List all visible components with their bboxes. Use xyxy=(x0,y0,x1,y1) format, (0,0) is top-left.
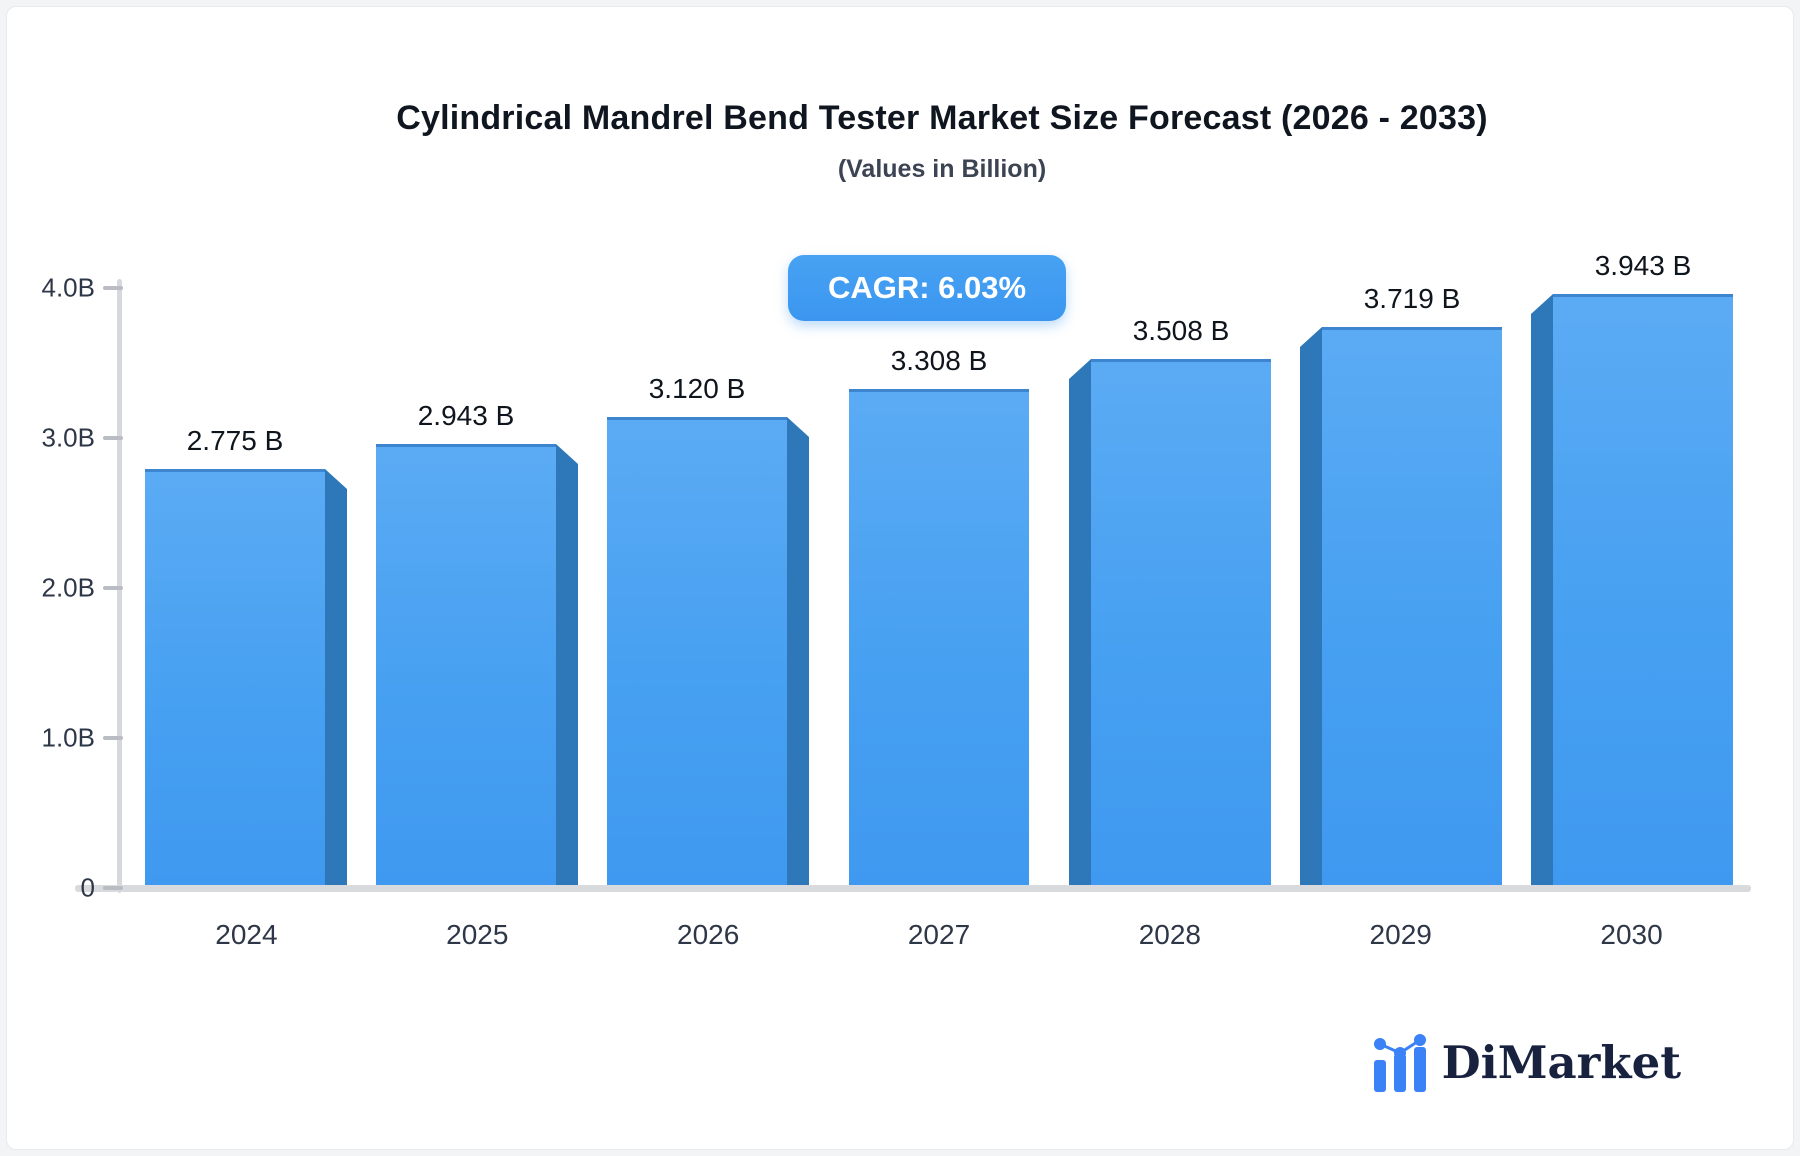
bar-front[interactable] xyxy=(1091,359,1271,885)
bar-side xyxy=(1300,327,1322,885)
bar-front[interactable] xyxy=(1322,327,1502,885)
bar-value-label: 3.120 B xyxy=(648,373,746,404)
chart-title: Cylindrical Mandrel Bend Tester Market S… xyxy=(396,99,1488,137)
bar-value-label: 3.308 B xyxy=(890,345,988,376)
bar-front[interactable] xyxy=(1553,294,1733,885)
y-tick-dash xyxy=(103,286,123,290)
bar-side xyxy=(325,469,347,885)
y-tick-dash xyxy=(103,886,123,890)
cagr-badge: CAGR: 6.03% xyxy=(788,255,1066,321)
bar-value-label: 2.775 B xyxy=(186,425,284,456)
cagr-badge-label: CAGR: 6.03% xyxy=(827,270,1027,305)
bar-value-label: 3.508 B xyxy=(1132,315,1230,346)
bar-value-label: 3.719 B xyxy=(1363,283,1461,314)
x-tick-label: 2024 xyxy=(215,919,278,950)
chart-subtitle: (Values in Billion) xyxy=(837,155,1047,183)
y-tick-dash xyxy=(103,586,123,590)
x-tick-label: 2030 xyxy=(1600,919,1663,950)
bar-group[interactable]: 3.308 B xyxy=(849,329,1029,885)
bar-side xyxy=(1069,359,1091,885)
y-tick-dash xyxy=(103,736,123,740)
bar-front[interactable] xyxy=(145,469,325,885)
y-tick-label: 2.0B xyxy=(41,572,96,603)
x-tick-label: 2026 xyxy=(676,919,740,950)
bar-front[interactable] xyxy=(376,444,556,885)
x-axis-baseline xyxy=(75,885,1751,892)
brand-logo: DiMarket xyxy=(1372,1031,1681,1093)
x-tick-label: 2025 xyxy=(446,919,509,950)
bar-value-label: 2.943 B xyxy=(417,400,515,431)
x-tick-label: 2027 xyxy=(907,919,971,950)
chart-icon xyxy=(1372,1032,1428,1092)
y-tick-dash xyxy=(103,436,123,440)
bar-group[interactable]: 3.120 B xyxy=(607,357,809,885)
brand-name: DiMarket xyxy=(1441,1035,1681,1089)
bar-side xyxy=(556,444,578,885)
y-tick-label: 4.0B xyxy=(41,272,96,303)
y-tick-label: 1.0B xyxy=(41,722,96,753)
plot-area: 2.775 B 2.943 B 3.120 B 3.308 B 3.508 B 3.719… xyxy=(131,250,1747,885)
bar-group[interactable]: 3.719 B xyxy=(1300,267,1502,885)
chart-card: Cylindrical Mandrel Bend Tester Market S… xyxy=(6,6,1794,1150)
bar-side xyxy=(1531,294,1553,885)
x-tick-label: 2029 xyxy=(1369,919,1432,950)
x-tick-label: 2028 xyxy=(1138,919,1201,950)
bar-group[interactable]: 3.508 B xyxy=(1069,299,1271,885)
bar-group[interactable]: 3.943 B xyxy=(1531,234,1733,885)
bar-group[interactable]: 2.775 B xyxy=(145,409,347,885)
y-tick-label: 0 xyxy=(80,872,95,903)
bar-value-label: 3.943 B xyxy=(1594,250,1692,281)
bar-side xyxy=(787,417,809,885)
bar-front[interactable] xyxy=(607,417,787,885)
y-tick-label: 3.0B xyxy=(41,422,96,453)
bar-group[interactable]: 2.943 B xyxy=(376,384,578,885)
bar-front[interactable] xyxy=(849,389,1029,885)
